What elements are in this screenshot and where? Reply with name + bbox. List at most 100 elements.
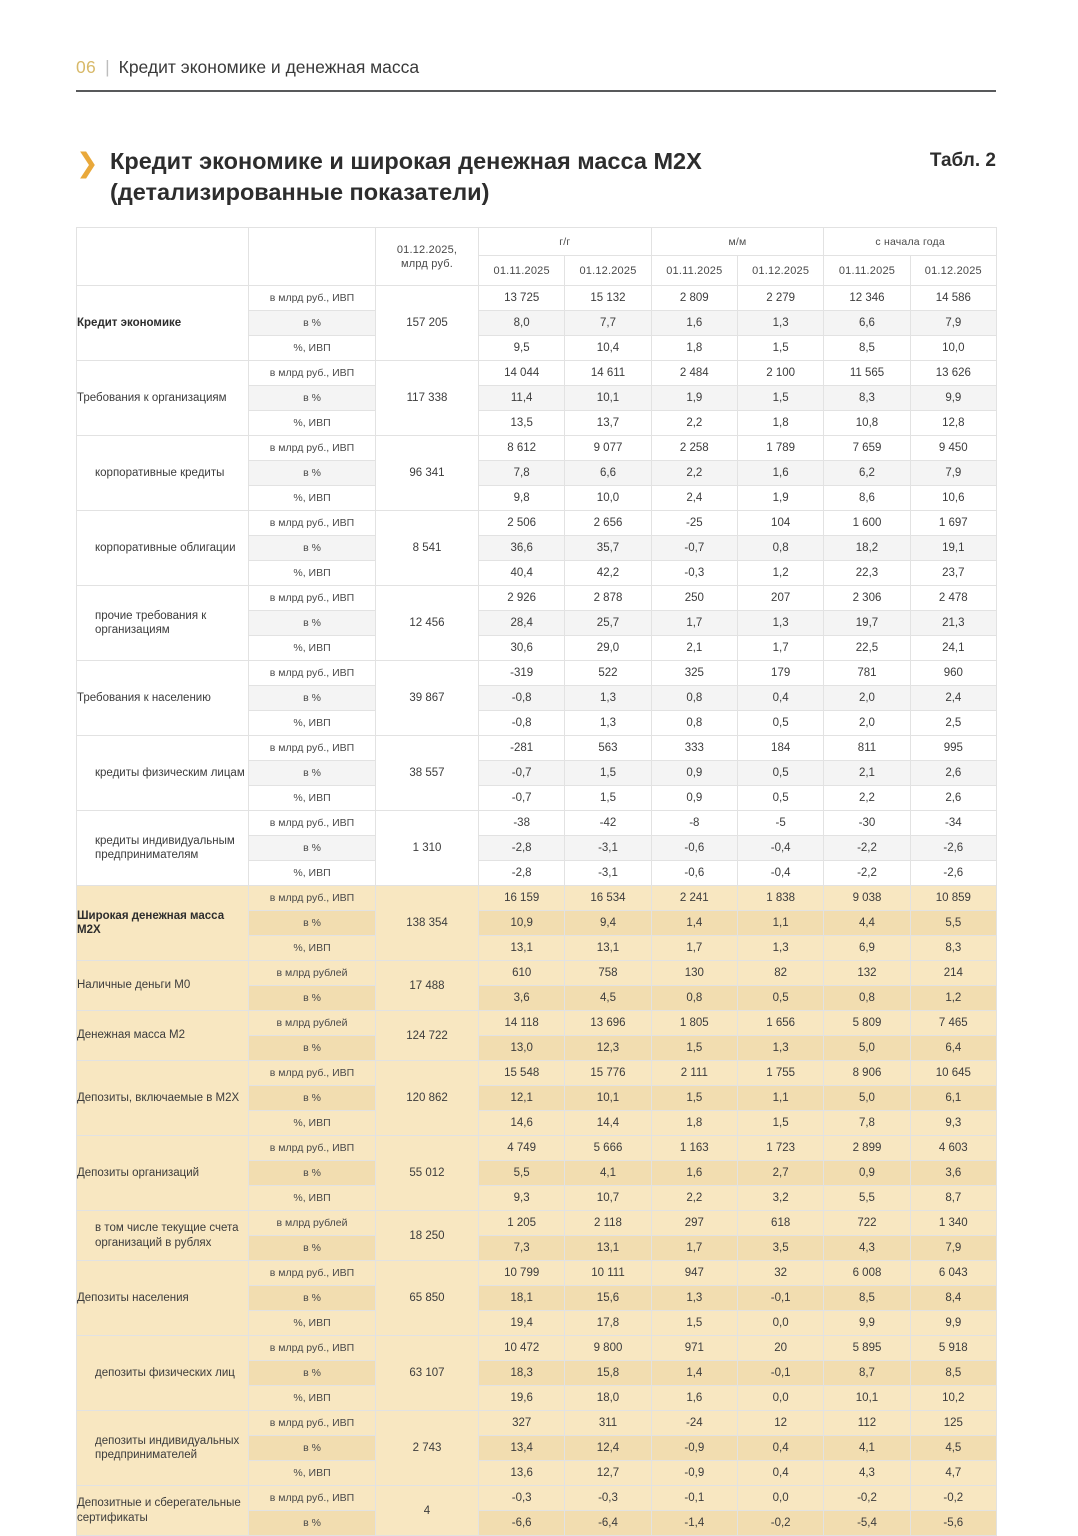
table-row: кредиты индивидуальным предпринимателям в… xyxy=(76,810,997,886)
table-row: депозиты индивидуальных предпринимателей… xyxy=(76,1410,997,1486)
cell-value: 4,7 xyxy=(909,1460,997,1486)
cell-value: 9,5 xyxy=(477,335,566,361)
cell-value: -38 xyxy=(477,810,566,836)
row-unit: в млрд руб., ИВП xyxy=(248,1135,376,1161)
row-stock-value: 96 341 xyxy=(375,435,479,511)
cell-value: 2 118 xyxy=(564,1210,652,1236)
cell-value: 0,5 xyxy=(736,785,825,811)
cell-value: 0,0 xyxy=(736,1485,825,1511)
cell-value: 1,4 xyxy=(650,1360,738,1386)
cell-value: 12,8 xyxy=(909,410,997,436)
cell-value: -0,2 xyxy=(736,1510,825,1536)
cell-value: 2 809 xyxy=(650,285,738,311)
cell-value: 3,5 xyxy=(736,1235,825,1261)
table-row: %, ИВП -0,7 1,5 0,9 0,5 2,2 2,6 xyxy=(77,785,997,811)
cell-value: 2,0 xyxy=(823,685,911,711)
cell-value: 15,8 xyxy=(564,1360,652,1386)
cell-value: 2 478 xyxy=(909,585,997,611)
row-unit: в млрд руб., ИВП xyxy=(248,1485,376,1511)
cell-value: 13,4 xyxy=(477,1435,566,1461)
cell-value: -6,6 xyxy=(477,1510,566,1536)
table-row: корпоративные облигации в млрд руб., ИВП 8… xyxy=(76,510,997,586)
row-stock-value: 17 488 xyxy=(375,960,479,1011)
cell-value: -0,8 xyxy=(477,685,566,711)
row-unit: в млрд руб., ИВП xyxy=(248,1260,376,1286)
row-unit: в млрд руб., ИВП xyxy=(248,810,376,836)
cell-value: 32 xyxy=(736,1260,825,1286)
row-stock-value: 8 541 xyxy=(375,510,479,586)
cell-value: 8,3 xyxy=(823,385,911,411)
cell-value: 13 626 xyxy=(909,360,997,386)
cell-value: 1,3 xyxy=(564,685,652,711)
cell-value: 7 465 xyxy=(909,1010,997,1036)
cell-value: 12,4 xyxy=(564,1435,652,1461)
cell-value: 42,2 xyxy=(564,560,652,586)
row-unit: %, ИВП xyxy=(248,1385,376,1411)
cell-value: 722 xyxy=(823,1210,911,1236)
cell-value: 1 755 xyxy=(736,1060,825,1086)
table-row: Наличные деньги М0 в млрд рублей 17 488 610… xyxy=(76,960,997,1011)
table-row: %, ИВП 19,6 18,0 1,6 0,0 10,1 10,2 xyxy=(77,1385,997,1411)
row-stock-value: 55 012 xyxy=(375,1135,479,1211)
cell-value: 0,9 xyxy=(823,1160,911,1186)
cell-value: 9 038 xyxy=(823,885,911,911)
cell-value: 1,8 xyxy=(736,410,825,436)
cell-value: 0,0 xyxy=(736,1310,825,1336)
cell-value: 14 611 xyxy=(564,360,652,386)
cell-value: 1 205 xyxy=(477,1210,566,1236)
cell-value: 10,1 xyxy=(564,385,652,411)
cell-value: 2,0 xyxy=(823,710,911,736)
cell-value: 1 600 xyxy=(823,510,911,536)
table-row: %, ИВП -0,8 1,3 0,8 0,5 2,0 2,5 xyxy=(77,710,997,736)
cell-value: 10,0 xyxy=(909,335,997,361)
table-row: в % 13,0 12,3 1,5 1,3 5,0 6,4 xyxy=(77,1035,997,1061)
cell-value: 1,8 xyxy=(650,335,738,361)
row-label: Депозиты организаций xyxy=(76,1135,249,1211)
cell-value: 7 659 xyxy=(823,435,911,461)
table-row: прочие требования к организациям в млрд р… xyxy=(76,585,997,661)
cell-value: -0,7 xyxy=(477,760,566,786)
cell-value: 10,7 xyxy=(564,1185,652,1211)
cell-value: 18,0 xyxy=(564,1385,652,1411)
cell-value: 5 918 xyxy=(909,1335,997,1361)
cell-value: 6 043 xyxy=(909,1260,997,1286)
cell-value: 1,7 xyxy=(650,1235,738,1261)
table-row: Денежная масса М2 в млрд рублей 124 722 14 … xyxy=(76,1010,997,1061)
cell-value: 16 159 xyxy=(477,885,566,911)
table-row: Требования к населению в млрд руб., ИВП 39… xyxy=(76,660,997,736)
header-divider xyxy=(76,90,996,92)
cell-value: 2 506 xyxy=(477,510,566,536)
cell-value: -0,8 xyxy=(477,710,566,736)
cell-value: 10 859 xyxy=(909,885,997,911)
row-unit: в млрд рублей xyxy=(248,960,376,986)
cell-value: 2,2 xyxy=(823,785,911,811)
cell-value: 1,6 xyxy=(736,460,825,486)
cell-value: 207 xyxy=(736,585,825,611)
row-unit: в млрд руб., ИВП xyxy=(248,1335,376,1361)
cell-value: -2,2 xyxy=(823,860,911,886)
cell-value: 132 xyxy=(823,960,911,986)
cell-value: 8,5 xyxy=(909,1360,997,1386)
table-row: депозиты физических лиц в млрд руб., ИВП 6… xyxy=(76,1335,997,1411)
table-row: в % 13,4 12,4 -0,9 0,4 4,1 4,5 xyxy=(77,1435,997,1461)
cell-value: 20 xyxy=(736,1335,825,1361)
table-row: %, ИВП 9,5 10,4 1,8 1,5 8,5 10,0 xyxy=(77,335,997,361)
cell-value: 5,0 xyxy=(823,1085,911,1111)
row-stock-value: 12 456 xyxy=(375,585,479,661)
cell-value: 30,6 xyxy=(477,635,566,661)
cell-value: -1,4 xyxy=(650,1510,738,1536)
row-label: корпоративные облигации xyxy=(76,510,249,586)
table-row: Кредит экономике в млрд руб., ИВП 157 205 1… xyxy=(76,285,997,361)
cell-value: 9,9 xyxy=(823,1310,911,1336)
cell-value: 960 xyxy=(909,660,997,686)
cell-value: 19,6 xyxy=(477,1385,566,1411)
cell-value: 1 805 xyxy=(650,1010,738,1036)
cell-value: 2,1 xyxy=(823,760,911,786)
cell-value: 0,5 xyxy=(736,760,825,786)
cell-value: 6,6 xyxy=(564,460,652,486)
cell-value: 24,1 xyxy=(909,635,997,661)
row-label: прочие требования к организациям xyxy=(76,585,249,661)
cell-value: 1 723 xyxy=(736,1135,825,1161)
col-header-ytd-date-1: 01.11.2025 xyxy=(823,255,911,286)
row-stock-value: 38 557 xyxy=(375,735,479,811)
